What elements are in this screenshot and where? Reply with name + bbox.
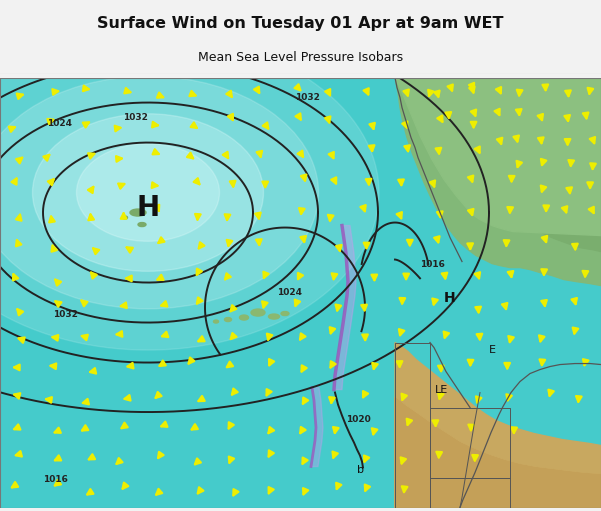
Text: 1032: 1032: [52, 310, 78, 319]
Ellipse shape: [130, 209, 146, 216]
Text: 1016: 1016: [43, 475, 67, 484]
Ellipse shape: [138, 223, 146, 226]
Ellipse shape: [251, 309, 265, 316]
Text: 1024: 1024: [278, 288, 302, 297]
Polygon shape: [395, 78, 601, 236]
Ellipse shape: [32, 114, 263, 271]
Ellipse shape: [0, 35, 379, 350]
Polygon shape: [450, 78, 601, 251]
Ellipse shape: [240, 315, 248, 320]
Text: LE: LE: [435, 385, 448, 394]
Ellipse shape: [225, 317, 231, 321]
Polygon shape: [311, 387, 323, 467]
Ellipse shape: [281, 312, 289, 316]
Polygon shape: [395, 342, 601, 507]
Polygon shape: [395, 398, 601, 507]
Text: 1032: 1032: [294, 93, 320, 102]
Text: H: H: [136, 194, 159, 222]
Text: 1020: 1020: [346, 415, 370, 424]
Ellipse shape: [0, 76, 319, 309]
Ellipse shape: [76, 144, 219, 241]
Ellipse shape: [269, 314, 279, 319]
Ellipse shape: [123, 216, 127, 219]
Text: Mean Sea Level Pressure Isobars: Mean Sea Level Pressure Isobars: [198, 51, 403, 64]
Text: 1016: 1016: [419, 260, 444, 269]
Ellipse shape: [213, 320, 219, 323]
Polygon shape: [334, 225, 356, 389]
Text: b: b: [356, 464, 364, 475]
Text: E: E: [489, 344, 495, 355]
Text: 1032: 1032: [123, 113, 147, 122]
Polygon shape: [395, 398, 601, 507]
Text: 1024: 1024: [47, 119, 73, 128]
Text: Surface Wind on Tuesday 01 Apr at 9am WET: Surface Wind on Tuesday 01 Apr at 9am WE…: [97, 16, 504, 31]
Text: H: H: [444, 291, 456, 305]
Polygon shape: [395, 78, 601, 286]
